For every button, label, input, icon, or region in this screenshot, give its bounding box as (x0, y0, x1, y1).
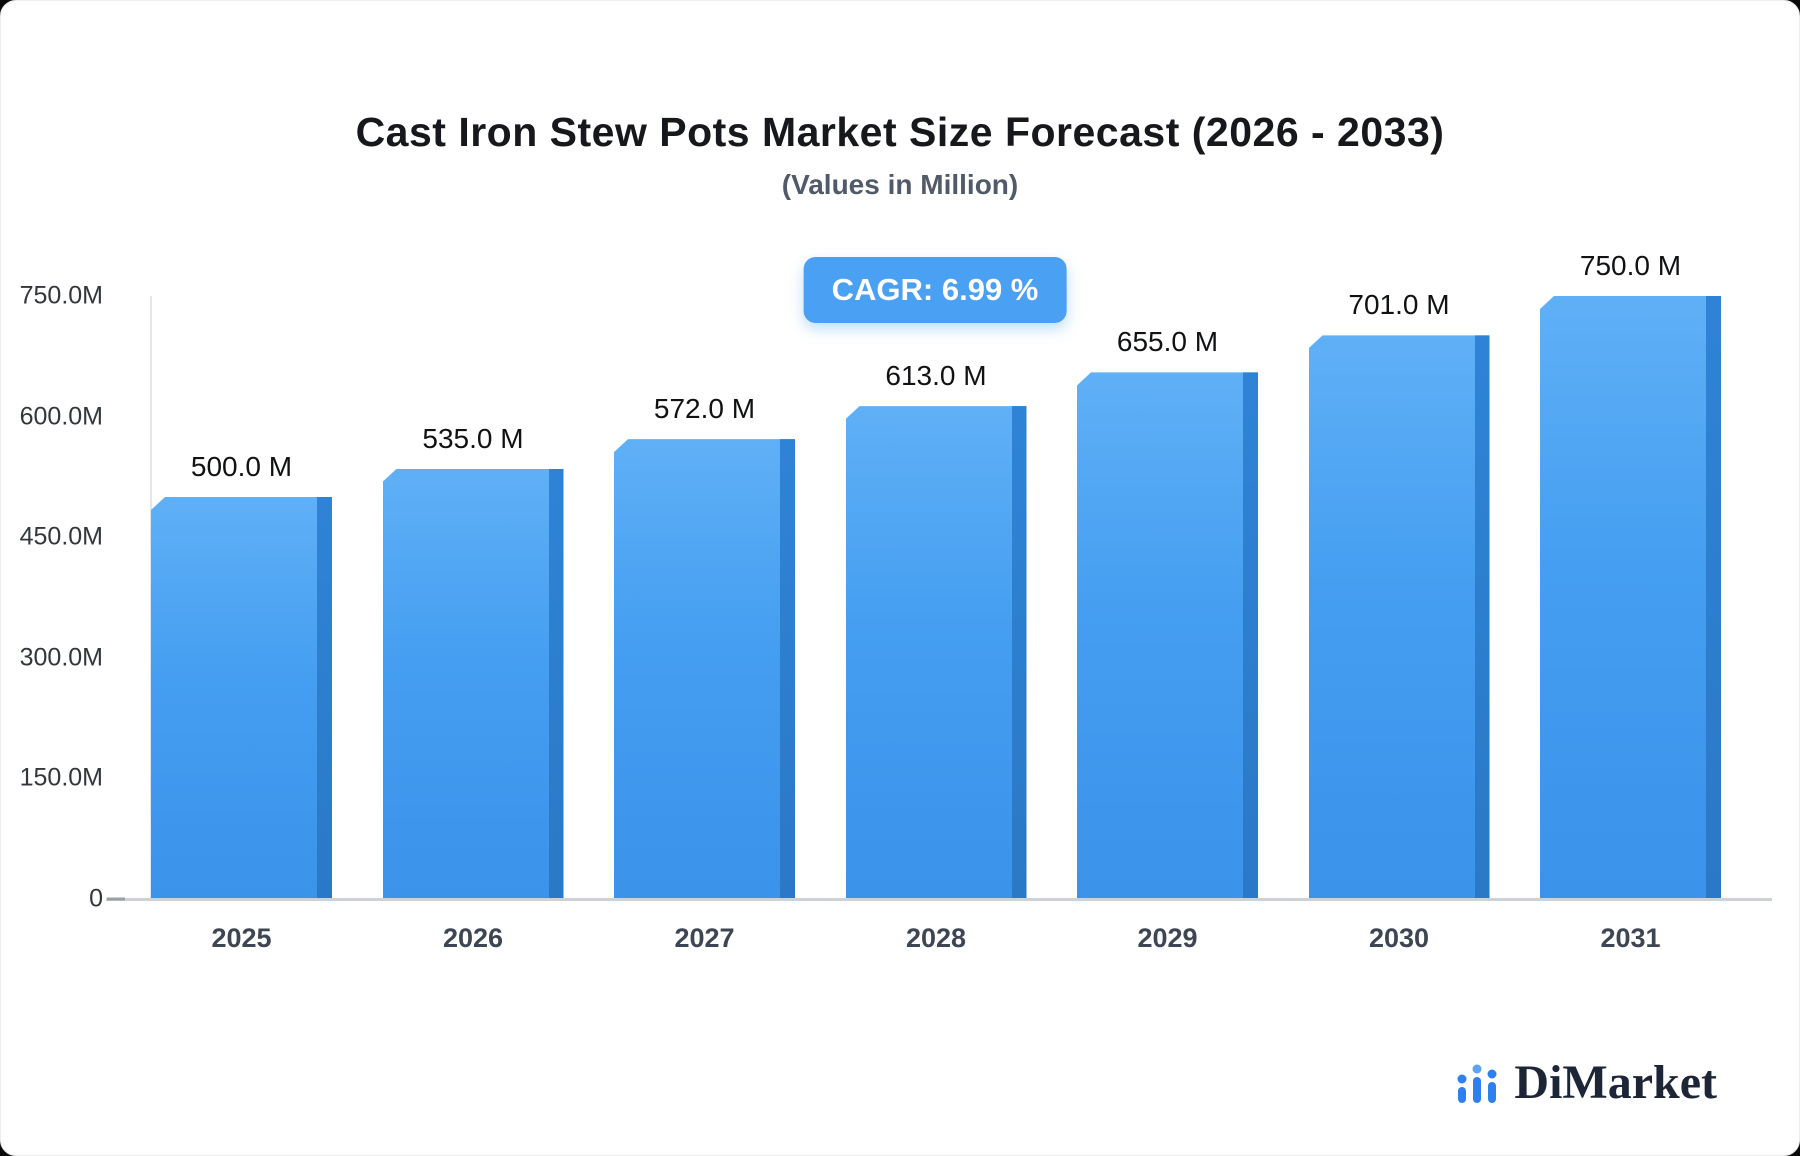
bar-group-2025: 500.0 M 2025 (151, 296, 332, 953)
bar-2025[interactable] (151, 497, 332, 899)
bar-2028[interactable] (845, 406, 1027, 899)
bar-2027[interactable] (614, 439, 795, 899)
x-axis-label-2029: 2029 (1137, 923, 1198, 953)
y-axis-label-600: 600.0M (19, 402, 103, 431)
x-axis-label-2030: 2030 (1368, 923, 1430, 953)
bar-group-2031: 750.0 M 2031 (1540, 250, 1721, 953)
x-axis-label-2026: 2026 (442, 923, 504, 953)
bar-value-label-2028: 613.0 M (885, 360, 987, 392)
x-axis-label-2027: 2027 (674, 923, 735, 953)
bar-value-label-2026: 535.0 M (422, 422, 524, 454)
bar-2026[interactable] (382, 468, 564, 899)
bar-2031[interactable] (1540, 296, 1721, 899)
bar-2029[interactable] (1077, 372, 1258, 899)
bar-2030[interactable] (1308, 335, 1490, 899)
brand-name: DiMarket (1514, 1056, 1717, 1109)
x-axis-label-2025: 2025 (211, 923, 272, 953)
x-axis-line (106, 898, 1772, 901)
brand-logo: DiMarket (1452, 1057, 1717, 1107)
bar-group-2026: 535.0 M 2026 (382, 296, 564, 953)
bar-group-2028: 613.0 M 2028 (845, 296, 1027, 953)
chart-title: Cast Iron Stew Pots Market Size Forecast… (355, 109, 1445, 155)
y-axis-label-150: 150.0M (19, 763, 103, 792)
bar-value-label-2027: 572.0 M (653, 393, 756, 425)
y-axis-label-0: 0 (89, 884, 103, 913)
bars-container: 500.0 M 2025 535.0 M 2026 572.0 M 2027 613.0 M… (151, 250, 1721, 953)
x-axis-label-2031: 2031 (1600, 923, 1661, 953)
bar-value-label-2029: 655.0 M (1116, 326, 1219, 358)
bar-group-2029: 655.0 M 2029 (1077, 296, 1258, 953)
bar-group-2030: 701.0 M 2030 (1308, 289, 1490, 953)
plot-area: 500.0 M 2025 535.0 M 2026 572.0 M 2027 613.0 M… (20, 250, 1772, 953)
y-axis-label-300: 300.0M (19, 643, 103, 672)
bar-group-2027: 572.0 M 2027 (614, 296, 795, 953)
cagr-badge: CAGR: 6.99 % (803, 257, 1067, 323)
bar-value-label-2030: 701.0 M (1348, 289, 1450, 321)
y-axis-label-450: 450.0M (19, 522, 103, 551)
y-axis-tick-dash-0 (107, 897, 125, 901)
chart-subtitle: (Values in Million) (781, 169, 1019, 200)
bar-value-label-2031: 750.0 M (1579, 250, 1682, 281)
bar-value-label-2025: 500.0 M (190, 451, 293, 483)
dimarket-logo-icon (1452, 1057, 1502, 1107)
x-axis-label-2028: 2028 (905, 923, 967, 953)
y-axis-label-750: 750.0M (19, 281, 103, 310)
